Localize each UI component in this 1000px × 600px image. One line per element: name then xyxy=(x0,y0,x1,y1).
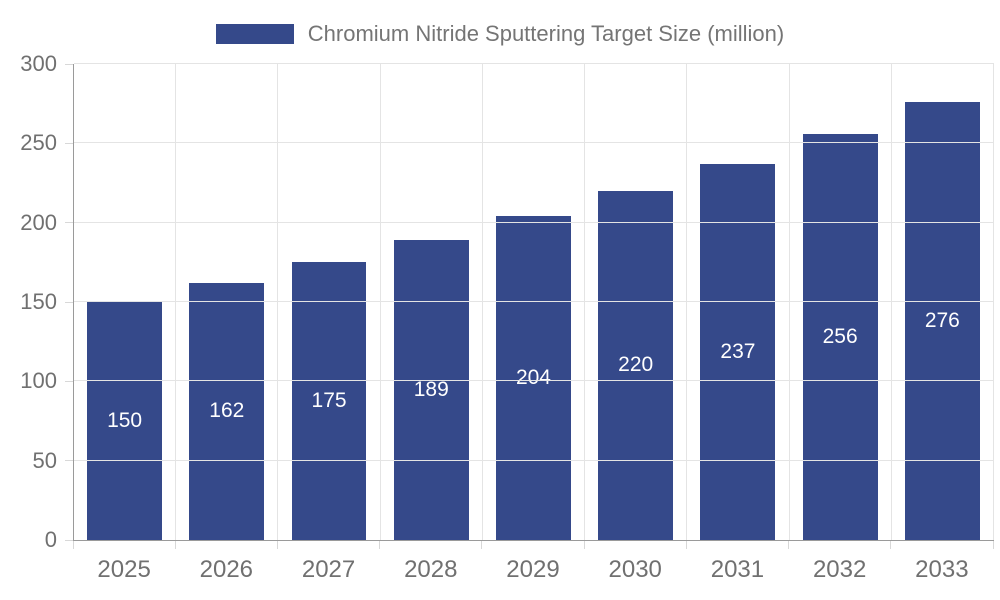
legend-swatch-icon xyxy=(215,24,294,44)
category-slot: 162 xyxy=(176,64,279,540)
bar-2032: 256 xyxy=(802,133,878,540)
x-tick-label: 2029 xyxy=(506,556,560,583)
y-axis-ticks xyxy=(65,63,73,541)
y-tick-mark xyxy=(65,380,73,382)
x-tick-mark xyxy=(890,541,892,549)
bar-slots: 150 162 175 189 204 220 237 256 276 xyxy=(74,64,994,540)
y-axis-labels: 0 50 100 150 200 250 300 xyxy=(0,51,57,552)
y-tick-label: 100 xyxy=(20,368,57,394)
bar-value-label: 256 xyxy=(822,324,858,348)
category-slot: 175 xyxy=(278,64,381,540)
x-tick-mark xyxy=(992,541,994,549)
category-slot: 189 xyxy=(381,64,483,540)
x-axis-labels: 2025 2026 2027 2028 2029 2030 2031 2032 2033 xyxy=(73,556,993,584)
y-tick-label: 300 xyxy=(20,51,57,76)
y-tick-mark xyxy=(65,222,73,224)
chart-legend[interactable]: Chromium Nitride Sputtering Target Size … xyxy=(0,21,1000,47)
x-tick-mark xyxy=(276,541,278,549)
x-tick-label: 2033 xyxy=(915,556,969,583)
x-tick-label: 2032 xyxy=(812,556,867,583)
legend-label: Chromium Nitride Sputtering Target Size … xyxy=(307,21,785,46)
gridline xyxy=(74,63,994,64)
bar-value-label: 150 xyxy=(107,409,143,432)
category-slot: 237 xyxy=(687,64,790,540)
bar-2029: 204 xyxy=(496,216,571,540)
category-slot: 204 xyxy=(483,64,586,540)
bar-value-label: 204 xyxy=(515,366,551,390)
x-axis-ticks xyxy=(72,541,994,549)
x-tick-mark xyxy=(72,541,74,549)
category-slot: 220 xyxy=(585,64,688,540)
x-tick-mark xyxy=(379,541,381,549)
x-tick-label: 2028 xyxy=(404,556,458,583)
bar-value-label: 237 xyxy=(720,339,756,363)
y-tick-mark xyxy=(65,539,73,541)
bar-value-label: 162 xyxy=(209,399,245,423)
y-tick-mark xyxy=(65,460,73,462)
y-tick-label: 250 xyxy=(20,130,57,156)
y-tick-label: 50 xyxy=(32,447,57,473)
x-tick-mark xyxy=(685,541,687,549)
x-tick-label: 2031 xyxy=(710,556,765,583)
x-tick-mark xyxy=(583,541,585,549)
y-tick-mark xyxy=(65,301,73,303)
x-tick-label: 2026 xyxy=(199,556,254,583)
bar-value-label: 276 xyxy=(924,309,960,333)
category-slot: 256 xyxy=(790,64,892,540)
bar-2027: 175 xyxy=(291,262,367,540)
bar-2031: 237 xyxy=(700,163,776,540)
gridline xyxy=(74,142,994,144)
category-slot: 150 xyxy=(74,64,177,540)
category-slot: 276 xyxy=(892,64,994,540)
gridline xyxy=(74,301,994,302)
bar-value-label: 220 xyxy=(618,353,654,377)
x-tick-mark xyxy=(788,541,790,549)
x-tick-label: 2025 xyxy=(97,556,151,583)
bar-2030: 220 xyxy=(598,190,674,540)
y-tick-label: 150 xyxy=(20,289,57,314)
x-tick-mark xyxy=(174,541,176,549)
y-tick-label: 200 xyxy=(20,209,57,235)
gridline xyxy=(74,459,994,461)
bar-2028: 189 xyxy=(393,240,469,540)
gridline xyxy=(74,380,994,382)
bar-value-label: 189 xyxy=(413,378,449,402)
gridline xyxy=(74,221,994,223)
y-tick-mark xyxy=(65,63,73,65)
x-tick-label: 2030 xyxy=(608,556,662,583)
y-tick-mark xyxy=(65,142,73,144)
bar-2033: 276 xyxy=(904,102,980,540)
plot-area: 150 162 175 189 204 220 237 256 276 xyxy=(73,63,994,541)
x-tick-mark xyxy=(481,541,483,549)
y-tick-label: 0 xyxy=(44,527,57,552)
bar-2025: 150 xyxy=(87,302,163,540)
x-tick-label: 2027 xyxy=(301,556,356,583)
bar-value-label: 175 xyxy=(311,389,347,413)
bar-2026: 162 xyxy=(189,282,265,540)
